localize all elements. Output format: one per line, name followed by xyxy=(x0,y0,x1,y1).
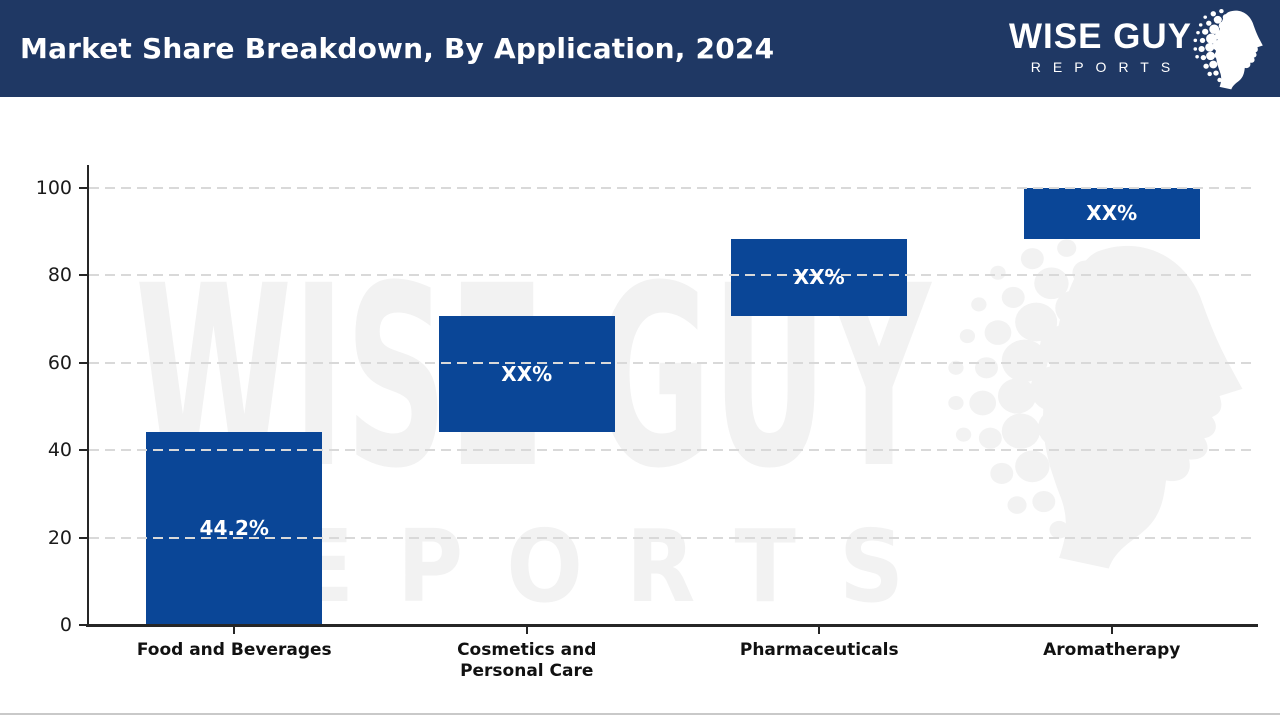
bar-value-label-pharmaceuticals: XX% xyxy=(793,265,845,290)
gridline-100 xyxy=(89,186,1252,189)
x-axis xyxy=(86,624,1258,627)
bar-pharmaceuticals xyxy=(731,238,908,316)
header-bar: Market Share Breakdown, By Application, … xyxy=(0,0,1280,97)
y-tick-label-40: 40 xyxy=(47,439,72,461)
y-tick-40 xyxy=(79,449,87,451)
y-tick-label-100: 100 xyxy=(35,176,72,199)
bar-value-label-cosmetics-and-personal-care: XX% xyxy=(501,361,553,386)
x-tick-aromatherapy xyxy=(1110,627,1113,634)
gridline-40 xyxy=(89,449,1252,451)
brand-logo: WISE GUY REPORTS xyxy=(1009,6,1270,92)
logo-wordmark-sub: REPORTS xyxy=(1030,58,1183,75)
x-category-label-food-and-beverages: Food and Beverages xyxy=(136,640,332,660)
gridline-20 xyxy=(89,536,1252,539)
y-axis xyxy=(87,165,89,626)
y-tick-label-60: 60 xyxy=(47,351,72,374)
page-title: Market Share Breakdown, By Application, … xyxy=(20,32,775,65)
y-tick-100 xyxy=(79,186,87,189)
wiseguy-head-icon xyxy=(1193,8,1263,89)
bar-value-label-aromatherapy: XX% xyxy=(1086,201,1138,226)
y-tick-80 xyxy=(79,274,87,276)
x-category-label-cosmetics-and-personal-care: Cosmetics and Personal Care xyxy=(457,640,597,681)
y-tick-0 xyxy=(79,624,87,626)
bottom-border xyxy=(0,713,1280,715)
y-tick-20 xyxy=(79,536,87,539)
gridline-80 xyxy=(89,274,1252,276)
bar-food-and-beverages xyxy=(146,431,323,625)
logo-wordmark: WISE GUY REPORTS xyxy=(1009,19,1192,75)
x-tick-food-and-beverages xyxy=(233,627,236,634)
logo-wordmark-main: WISE GUY xyxy=(1008,16,1192,56)
x-category-label-aromatherapy: Aromatherapy xyxy=(1043,640,1181,660)
gridline-60 xyxy=(89,361,1252,364)
y-tick-60 xyxy=(79,361,87,364)
x-category-label-pharmaceuticals: Pharmaceuticals xyxy=(739,640,899,660)
bar-value-label-food-and-beverages: 44.2% xyxy=(199,516,269,541)
x-tick-cosmetics-and-personal-care xyxy=(525,627,528,634)
y-tick-label-80: 80 xyxy=(47,264,72,286)
y-tick-label-0: 0 xyxy=(59,614,72,636)
y-tick-label-20: 20 xyxy=(47,526,72,549)
bar-aromatherapy xyxy=(1023,187,1200,239)
x-tick-pharmaceuticals xyxy=(818,627,821,634)
bar-cosmetics-and-personal-care xyxy=(438,315,615,432)
